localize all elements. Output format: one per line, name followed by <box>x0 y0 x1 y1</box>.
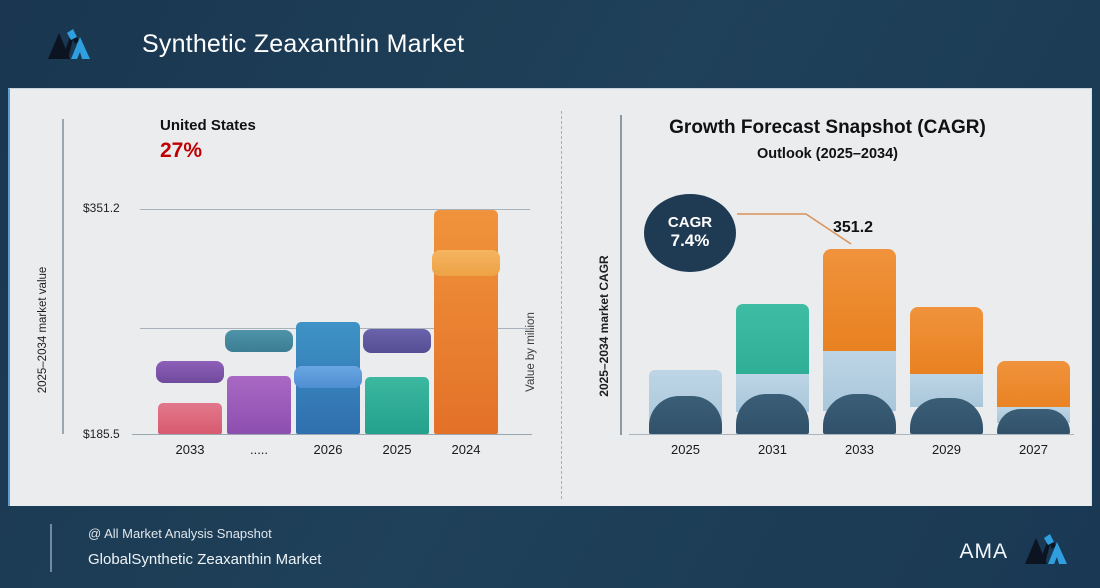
region-label: United States <box>160 117 256 134</box>
left-chart-value-unit-title: Value by million <box>525 312 537 392</box>
footer-line-1: @ All Market Analysis Snapshot <box>88 526 272 541</box>
bar-2025[interactable] <box>365 377 429 434</box>
left-ytick-top: $351.2 <box>83 201 120 215</box>
footer-accent-bar <box>50 524 52 572</box>
cagr-badge-label: CAGR <box>667 213 713 231</box>
bar-2033-top-segment[interactable] <box>823 249 896 354</box>
right-axis-line <box>620 115 622 435</box>
footer-line-2: GlobalSynthetic Zeaxanthin Market <box>88 551 322 568</box>
left-cat-3: 2025 <box>382 442 412 457</box>
callout-value-label: 351.2 <box>833 219 874 236</box>
bar-cap-2024 <box>432 250 500 276</box>
bar-2031-dark-segment[interactable] <box>736 394 809 434</box>
bar-2029-dark-segment[interactable] <box>910 398 983 434</box>
section-divider <box>561 111 562 499</box>
left-y-axis-title: 2025–2034 market value <box>37 266 49 394</box>
left-cat-1: ..... <box>249 442 269 457</box>
bar-cap-2025 <box>363 329 431 353</box>
page-title: Synthetic Zeaxanthin Market <box>142 29 465 58</box>
callout-connector <box>737 213 852 245</box>
bar-ellipsis[interactable] <box>227 376 291 434</box>
right-cat-3: 2029 <box>932 442 961 457</box>
gridline-top <box>140 209 530 210</box>
left-cat-2: 2026 <box>313 442 343 457</box>
right-chart: Growth Forecast Snapshot (CAGR) Outlook … <box>561 89 1094 507</box>
footer-brand: AMA <box>959 532 1072 571</box>
left-chart: United States 27% 2025–2034 market value… <box>10 89 561 507</box>
right-cat-1: 2031 <box>758 442 787 457</box>
bar-2029-top-segment[interactable] <box>910 307 983 377</box>
right-x-axis-line <box>629 434 1074 435</box>
bar-2031-top-segment[interactable] <box>736 304 809 377</box>
ama-mountain-logo-icon <box>1020 532 1072 571</box>
bar-2033[interactable] <box>158 403 222 434</box>
bar-2024[interactable] <box>434 210 498 434</box>
left-y-axis-line <box>62 119 64 434</box>
footer: @ All Market Analysis Snapshot GlobalSyn… <box>0 506 1100 588</box>
footer-brand-text: AMA <box>959 539 1008 563</box>
ama-mountain-logo-icon <box>46 27 92 61</box>
right-cat-2: 2033 <box>845 442 874 457</box>
bar-2027-dark-segment[interactable] <box>997 409 1070 434</box>
bar-cap-2026 <box>294 366 362 388</box>
right-cat-0: 2025 <box>671 442 700 457</box>
bar-cap-ellipsis <box>225 330 293 352</box>
left-ytick-bottom: $185.5 <box>83 427 120 441</box>
bar-2025-dark-segment[interactable] <box>649 396 722 434</box>
region-share-value: 27% <box>160 139 203 162</box>
right-chart-title: Growth Forecast Snapshot (CAGR) <box>669 117 986 138</box>
left-x-axis-line <box>132 434 532 435</box>
right-chart-subtitle: Outlook (2025–2034) <box>756 146 899 162</box>
bar-2027-top-segment[interactable] <box>997 361 1070 415</box>
bar-cap-2033 <box>156 361 224 383</box>
cagr-badge-value: 7.4% <box>670 231 710 251</box>
charts-card: United States 27% 2025–2034 market value… <box>8 88 1092 506</box>
header: Synthetic Zeaxanthin Market <box>0 0 1100 88</box>
bar-2033-dark-segment[interactable] <box>823 394 896 434</box>
cagr-badge[interactable]: CAGR 7.4% <box>644 194 736 272</box>
left-cat-0: 2033 <box>175 442 205 457</box>
right-cat-4: 2027 <box>1019 442 1048 457</box>
left-cat-4: 2024 <box>451 442 481 457</box>
